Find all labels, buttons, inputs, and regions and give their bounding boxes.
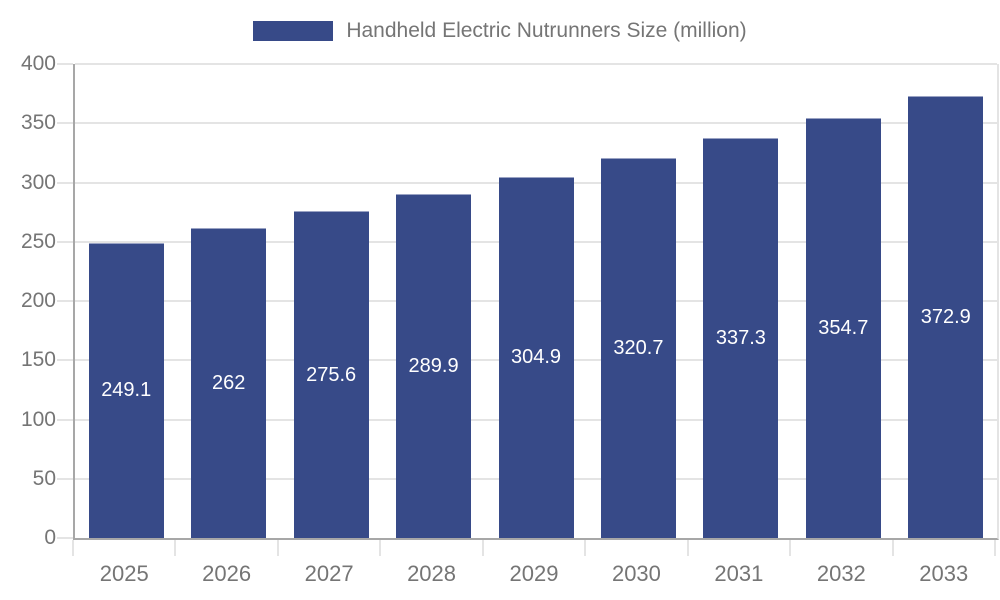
- x-axis-tick: [481, 540, 484, 556]
- plot-area: 249.1 262 275.6 289.9 304.9 320.7 337.3 354.7 37…: [73, 63, 999, 540]
- y-axis-tick: [57, 359, 73, 362]
- y-axis-tick-label: 50: [32, 466, 56, 490]
- legend-item[interactable]: Handheld Electric Nutrunners Size (milli…: [0, 18, 1000, 44]
- bar-value-label: 372.9: [920, 306, 971, 329]
- bar: 320.7: [600, 157, 676, 538]
- gridline: [75, 63, 997, 65]
- legend-label: Handheld Electric Nutrunners Size (milli…: [346, 19, 747, 42]
- y-axis-tick-label: 200: [20, 289, 56, 312]
- y-axis-tick: [57, 181, 73, 184]
- bar: 304.9: [498, 176, 574, 538]
- y-axis-tick-label: 0: [44, 526, 56, 549]
- x-axis-tick: [891, 540, 894, 556]
- x-axis-tick: [379, 540, 382, 556]
- bar-value-label: 320.7: [613, 336, 664, 359]
- bar-value-label: 275.6: [306, 363, 357, 386]
- bar: 262: [191, 227, 267, 538]
- x-axis-tick: [72, 540, 74, 556]
- x-axis-tick: [174, 540, 177, 556]
- x-axis-tick: [789, 540, 792, 556]
- bar: 249.1: [88, 242, 164, 538]
- y-axis-tick-label: 300: [20, 170, 56, 194]
- bar-value-label: 337.3: [715, 327, 766, 350]
- y-axis-tick: [57, 300, 73, 302]
- bar: 372.9: [908, 96, 984, 538]
- y-axis-tick: [57, 537, 73, 539]
- x-axis-tick: [276, 540, 279, 556]
- y-axis-tick-label: 100: [20, 407, 56, 431]
- x-axis-tick-label: 2027: [304, 561, 354, 586]
- y-axis-tick: [57, 240, 73, 243]
- bar-value-label: 262: [211, 371, 246, 394]
- x-axis-tick: [584, 540, 587, 556]
- bar: 337.3: [703, 138, 779, 538]
- y-axis-tick-label: 400: [20, 52, 56, 75]
- bar-value-label: 289.9: [408, 355, 459, 378]
- gridline: [75, 122, 997, 125]
- y-axis-tick: [57, 122, 73, 125]
- bar: 289.9: [396, 194, 472, 538]
- x-axis-tick: [686, 540, 689, 556]
- x-axis-tick-label: 2031: [714, 561, 764, 586]
- y-axis-tick-label: 150: [20, 348, 56, 372]
- bar-value-label: 249.1: [101, 379, 152, 402]
- bar-value-label: 304.9: [510, 346, 562, 369]
- y-axis-tick: [57, 477, 73, 480]
- bar: 275.6: [293, 211, 369, 538]
- bar: 354.7: [805, 117, 881, 538]
- x-axis-tick-label: 2033: [919, 561, 969, 586]
- x-axis-tick-label: 2026: [202, 561, 252, 586]
- x-axis-tick: [994, 540, 996, 556]
- x-axis-tick-label: 2032: [816, 561, 866, 586]
- y-axis-tick: [57, 63, 73, 65]
- x-axis-tick-label: 2030: [611, 561, 661, 586]
- y-axis-tick: [57, 418, 73, 421]
- x-axis-tick-label: 2028: [407, 561, 457, 586]
- y-axis-tick-label: 250: [20, 229, 56, 253]
- bar-value-label: 354.7: [818, 316, 869, 339]
- legend-swatch: [253, 21, 334, 41]
- x-axis-tick-label: 2029: [509, 561, 559, 586]
- x-axis-tick-label: 2025: [99, 561, 149, 586]
- y-axis-tick-label: 350: [20, 111, 56, 135]
